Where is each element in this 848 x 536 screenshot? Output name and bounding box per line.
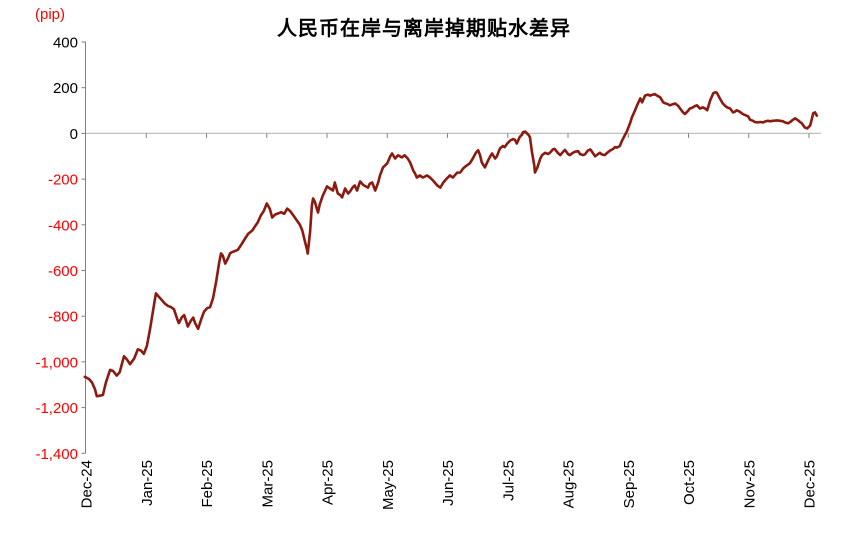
x-tick-label: Nov-25 — [741, 460, 758, 508]
x-tick-label: Feb-25 — [199, 460, 216, 508]
series-line — [83, 91, 819, 398]
x-tick-label: Apr-25 — [320, 460, 337, 505]
y-tick-label: 400 — [53, 35, 78, 52]
x-tick-label: Sep-25 — [621, 460, 638, 508]
y-tick-label: 0 — [70, 126, 78, 143]
x-tick-label: Mar-25 — [259, 460, 276, 508]
data-line — [83, 91, 819, 398]
y-tick-label: -400 — [48, 217, 78, 234]
x-tick-label: Jun-25 — [440, 460, 457, 506]
chart-title: 人民币在岸与离岸掉期贴水差异 — [277, 18, 571, 40]
x-tick-label: Dec-25 — [802, 460, 819, 508]
x-tick-label: Jul-25 — [500, 460, 517, 501]
x-tick-label: Aug-25 — [561, 460, 578, 508]
y-tick-label: -200 — [48, 172, 78, 189]
x-tick-label: Dec-24 — [79, 460, 96, 508]
y-tick-label: -800 — [48, 309, 78, 326]
y-tick-label: -1,000 — [35, 354, 78, 371]
y-tick-label: -1,400 — [35, 446, 78, 463]
y-tick-labels: 400 200 0 -200 -400 -600 -800 -1,000 -1,200 -1,40… — [35, 35, 78, 463]
x-tick-label: Oct-25 — [681, 460, 698, 505]
y-axis-unit-label: (pip) — [34, 6, 65, 23]
y-tick-label: 200 — [53, 80, 78, 97]
y-tick-label: -600 — [48, 263, 78, 280]
x-tick-label: Jan-25 — [139, 460, 156, 506]
x-tick-label: May-25 — [380, 460, 397, 510]
axes-and-ticks — [81, 41, 810, 454]
x-tick-labels: Dec-24 Jan-25 Feb-25 Mar-25 Apr-25 May-25 Jun-… — [79, 460, 819, 510]
y-tick-label: -1,200 — [35, 400, 78, 417]
